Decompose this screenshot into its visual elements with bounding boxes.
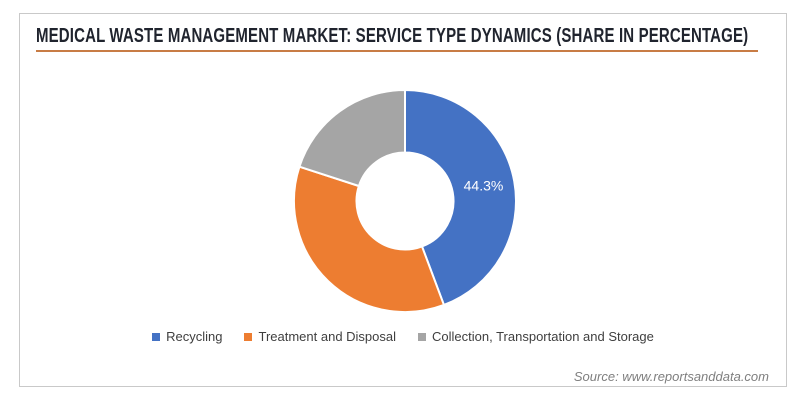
title-underline xyxy=(36,50,758,52)
chart-frame: MEDICAL WASTE MANAGEMENT MARKET: SERVICE… xyxy=(19,13,787,387)
legend-swatch-icon xyxy=(244,332,253,341)
donut-slice-2 xyxy=(292,165,445,313)
legend-swatch-icon xyxy=(418,332,427,341)
legend-label: Collection, Transportation and Storage xyxy=(432,329,654,344)
legend-item: Collection, Transportation and Storage xyxy=(418,329,654,344)
chart-legend: Recycling Treatment and Disposal Collectio… xyxy=(20,329,786,344)
source-text: Source: www.reportsanddata.com xyxy=(573,369,769,384)
legend-label: Recycling xyxy=(166,329,223,344)
slice-data-label: 44.3% xyxy=(464,178,504,194)
donut-chart: 44.3% xyxy=(285,81,525,321)
chart-title: MEDICAL WASTE MANAGEMENT MARKET: SERVICE… xyxy=(36,25,749,47)
legend-label: Treatment and Disposal xyxy=(258,329,397,344)
donut-svg: 44.3% xyxy=(292,89,517,313)
donut-slice-1 xyxy=(404,89,517,306)
legend-item: Treatment and Disposal xyxy=(244,329,396,344)
legend-item: Recycling xyxy=(152,329,222,344)
donut-slice-3 xyxy=(298,89,406,188)
legend-swatch-icon xyxy=(152,332,161,341)
